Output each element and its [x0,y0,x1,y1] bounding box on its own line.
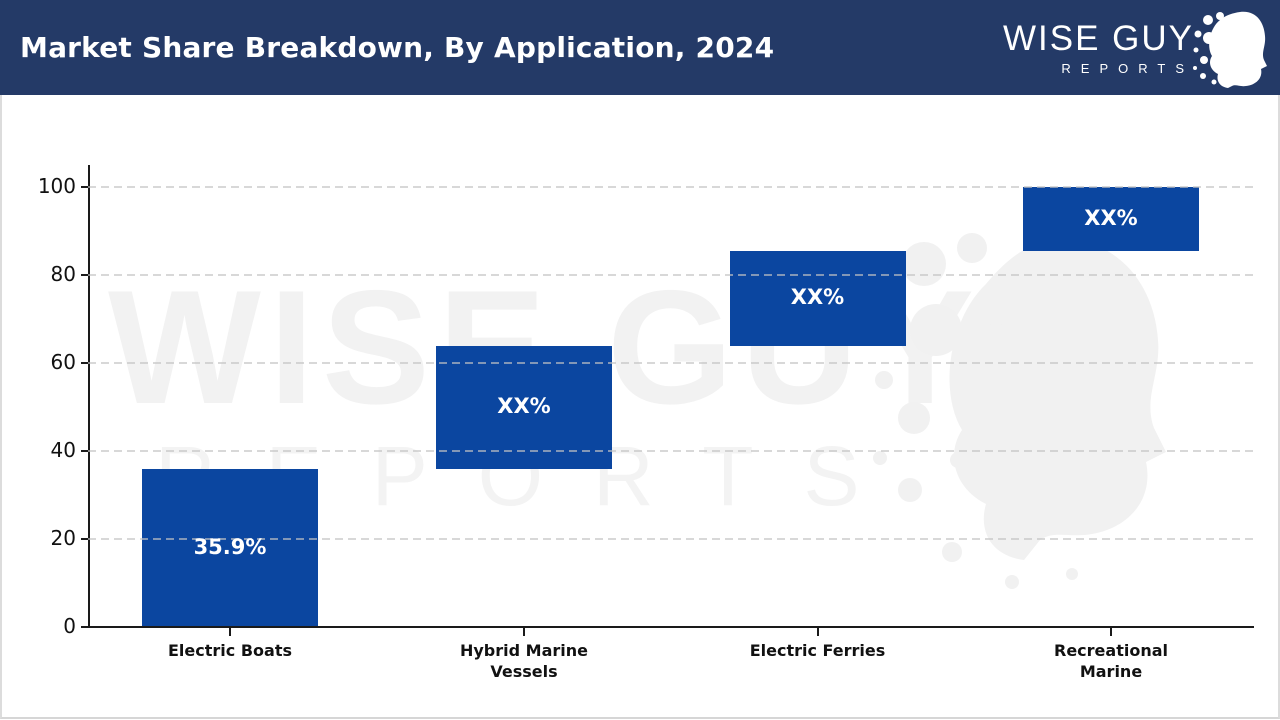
y-tick-60 [81,361,88,364]
y-tick-label-0: 0 [63,614,76,638]
x-tick-2 [523,628,525,636]
category-label-3: Electric Ferries [749,641,886,660]
y-tick-label-100: 100 [37,173,76,198]
y-tick-label-80: 80 [50,261,76,286]
x-tick-1 [229,628,231,636]
bar-value-label: 35.9% [193,534,267,559]
y-tick-label-20: 20 [50,525,76,550]
category-label-2: Hybrid Marine Vessels [459,641,588,681]
logo-face-icon [1193,11,1267,88]
y-tick-40 [81,449,88,452]
bar-hybrid-marine-vessels [436,345,612,469]
category-label-1: Electric Boats [168,641,292,660]
y-tick-label-60: 60 [50,349,76,374]
logo-wordmark: WISE GUY [1002,19,1194,58]
y-axis-line [88,165,90,627]
logo-subtitle: REPORTS [1061,61,1194,76]
bar-value-label: XX% [790,285,845,310]
bar-recreational-marine [1023,186,1199,251]
category-label-4: Recreational Marine [1054,641,1168,681]
x-tick-3 [816,628,819,636]
y-tick-80 [81,273,88,276]
gridline-20 [88,537,1254,540]
header-bar: Market Share Breakdown, By Application, … [0,0,1280,95]
y-tick-0 [81,626,88,628]
bar-value-label: XX% [1084,205,1138,230]
x-axis-line [88,626,1254,628]
bar-electric-boats [142,468,318,627]
gridline-80 [88,273,1254,276]
bar-electric-ferries [729,250,906,346]
x-tick-4 [1110,628,1112,636]
gridline-100 [88,185,1254,188]
logo-text: WISE GUY REPORTS [1003,20,1194,78]
y-tick-100 [81,185,88,188]
wise-guy-logo: WISE GUY REPORTS [1003,6,1267,90]
bar-value-label: XX% [497,394,551,419]
gridline-60 [88,361,1254,364]
gridline-40 [88,449,1254,452]
y-tick-20 [81,537,88,540]
page-title: Market Share Breakdown, By Application, … [20,31,775,64]
y-tick-label-40: 40 [50,437,76,462]
